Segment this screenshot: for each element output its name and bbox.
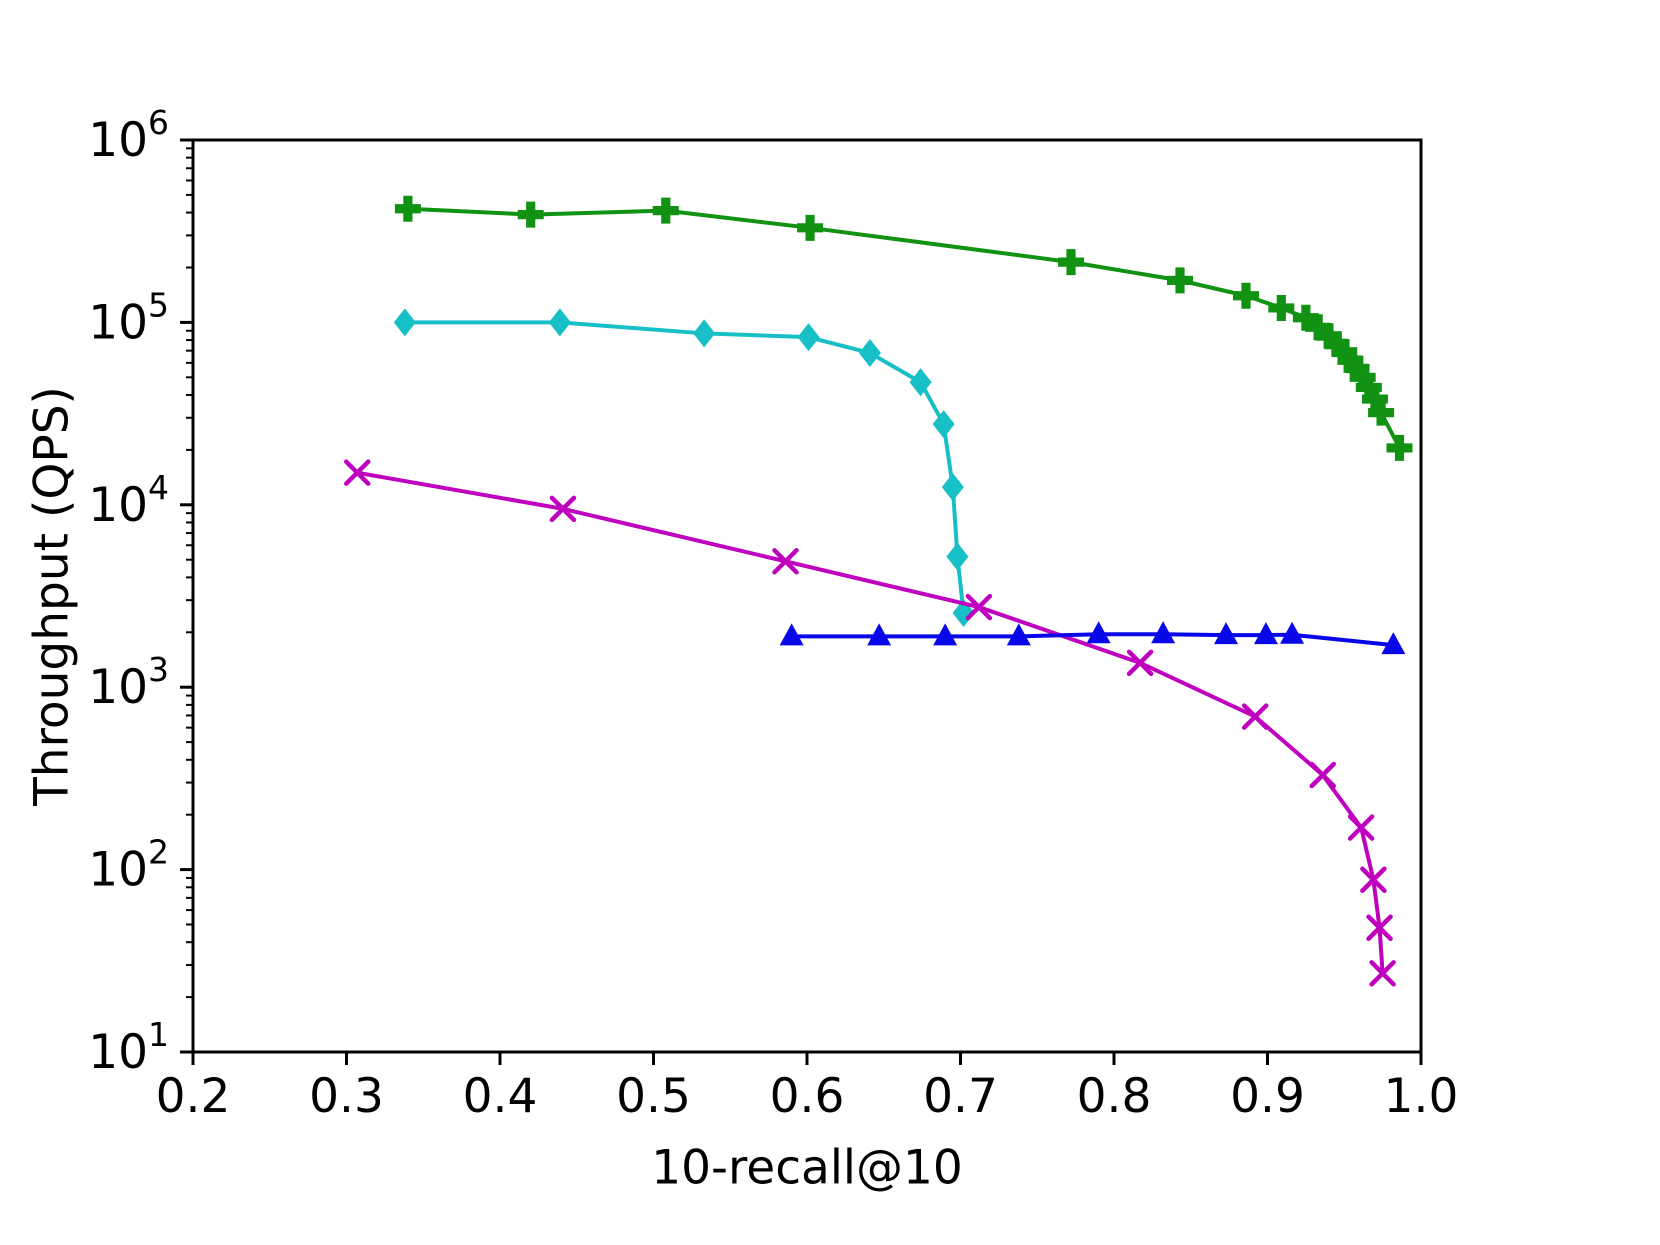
svg-text:0.2: 0.2 — [156, 1069, 231, 1124]
svg-text:1.0: 1.0 — [1384, 1069, 1459, 1124]
svg-text:103: 103 — [88, 650, 169, 715]
svg-text:0.3: 0.3 — [309, 1069, 384, 1124]
x-axis-label: 10-recall@10 — [651, 1140, 963, 1196]
svg-text:0.4: 0.4 — [463, 1069, 538, 1124]
svg-text:104: 104 — [88, 468, 169, 533]
svg-text:0.8: 0.8 — [1077, 1069, 1152, 1124]
svg-text:105: 105 — [88, 285, 169, 350]
svg-text:0.9: 0.9 — [1230, 1069, 1305, 1124]
svg-text:0.6: 0.6 — [770, 1069, 845, 1124]
svg-text:0.7: 0.7 — [923, 1069, 998, 1124]
svg-text:101: 101 — [88, 1015, 169, 1080]
svg-text:102: 102 — [88, 833, 169, 898]
svg-text:0.5: 0.5 — [616, 1069, 691, 1124]
y-axis-label: Throughput (QPS) — [24, 386, 80, 806]
svg-text:106: 106 — [88, 103, 169, 168]
